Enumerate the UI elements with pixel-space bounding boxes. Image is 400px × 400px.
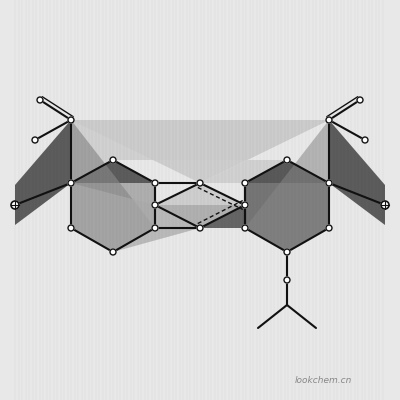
Circle shape — [68, 180, 74, 186]
Polygon shape — [71, 160, 155, 183]
Circle shape — [68, 225, 74, 231]
Circle shape — [68, 117, 74, 123]
Circle shape — [197, 180, 203, 186]
Polygon shape — [71, 183, 155, 252]
Polygon shape — [15, 120, 71, 228]
Circle shape — [357, 97, 363, 103]
Circle shape — [326, 225, 332, 231]
Circle shape — [110, 157, 116, 163]
Circle shape — [326, 117, 332, 123]
Polygon shape — [71, 120, 329, 183]
Circle shape — [37, 97, 43, 103]
Circle shape — [152, 180, 158, 186]
Text: lookchem.cn: lookchem.cn — [295, 376, 352, 385]
Polygon shape — [155, 205, 245, 228]
Circle shape — [284, 157, 290, 163]
Polygon shape — [15, 120, 71, 225]
Circle shape — [11, 201, 19, 209]
Circle shape — [381, 201, 389, 209]
Polygon shape — [329, 120, 385, 225]
Circle shape — [284, 249, 290, 255]
Polygon shape — [245, 160, 329, 183]
Circle shape — [362, 137, 368, 143]
Circle shape — [284, 277, 290, 283]
Circle shape — [326, 180, 332, 186]
Polygon shape — [71, 120, 155, 252]
Circle shape — [242, 225, 248, 231]
Polygon shape — [71, 120, 329, 183]
Circle shape — [197, 225, 203, 231]
Circle shape — [152, 202, 158, 208]
Polygon shape — [245, 183, 329, 252]
Circle shape — [152, 225, 158, 231]
Polygon shape — [200, 205, 245, 228]
Polygon shape — [71, 183, 200, 252]
Circle shape — [110, 249, 116, 255]
Circle shape — [32, 137, 38, 143]
Circle shape — [242, 180, 248, 186]
Polygon shape — [245, 120, 329, 252]
Circle shape — [242, 202, 248, 208]
Polygon shape — [155, 183, 245, 205]
